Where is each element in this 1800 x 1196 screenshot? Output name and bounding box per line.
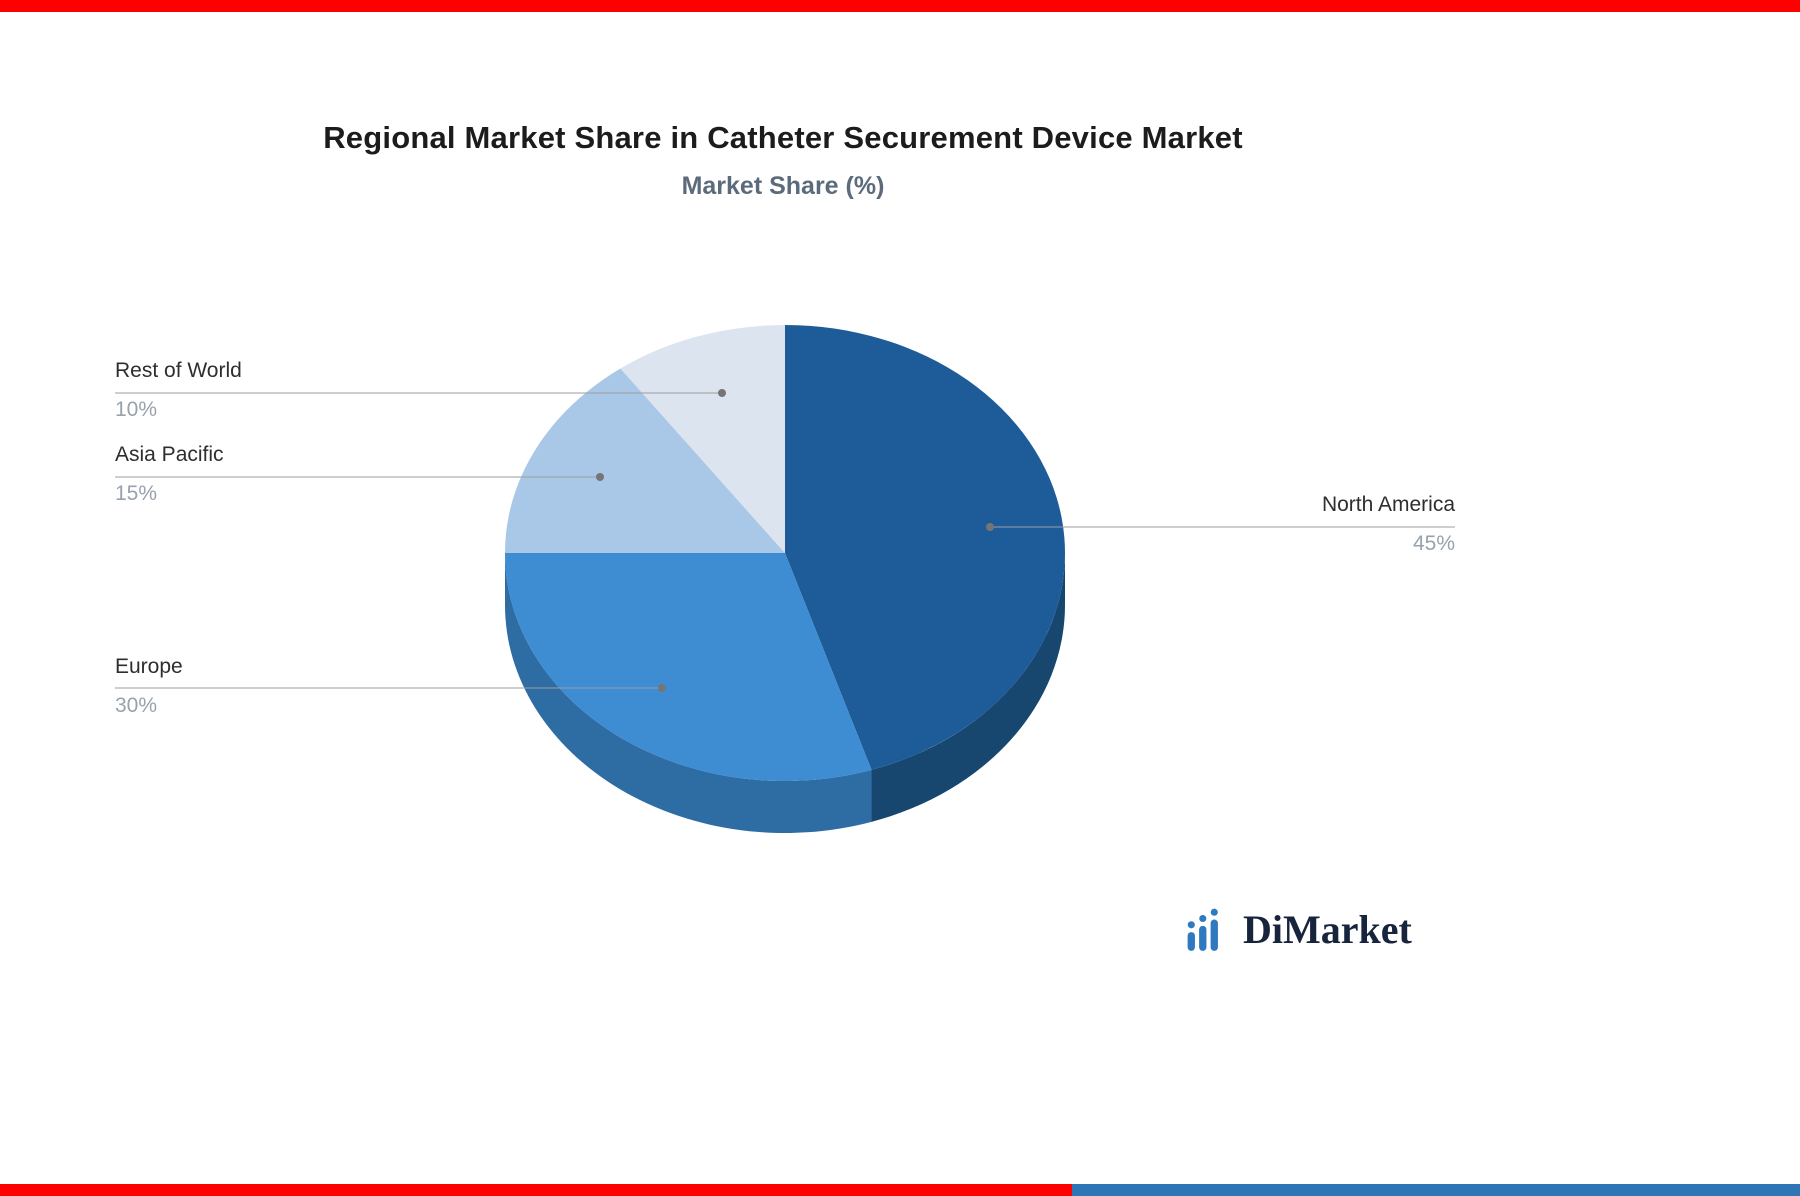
bar-chart-icon bbox=[1187, 908, 1218, 951]
slice-label-value: 30% bbox=[115, 694, 158, 717]
pie-slice-side-europe bbox=[504, 553, 872, 833]
pie-slice-rest-of-world[interactable] bbox=[620, 325, 785, 553]
slice-label-asia-pacific: Asia Pacific bbox=[115, 444, 224, 465]
slice-label-europe: Europe bbox=[115, 656, 183, 677]
chart-subtitle: Market Share (%) bbox=[681, 172, 885, 200]
bottom-accent-strip bbox=[0, 1184, 1800, 1196]
slice-label-value: 15% bbox=[115, 482, 158, 505]
slice-value-europe: 30% bbox=[115, 695, 157, 716]
leader-rest-of-world bbox=[115, 389, 726, 397]
pie-slice-asia-pacific[interactable] bbox=[505, 368, 785, 553]
slice-label-name: Europe bbox=[115, 655, 183, 678]
leader-europe bbox=[115, 684, 666, 692]
chart-header: Regional Market Share in Catheter Secure… bbox=[0, 120, 1566, 201]
slice-value-rest-of-world: 10% bbox=[115, 399, 157, 420]
top-accent-strip bbox=[0, 0, 1800, 12]
slice-label-name: Asia Pacific bbox=[115, 443, 224, 466]
slice-label-name: Rest of World bbox=[115, 359, 242, 382]
pie-slice-europe[interactable] bbox=[504, 553, 872, 781]
pie-slice-north-america[interactable] bbox=[785, 325, 1065, 770]
brand-name: DiMarket bbox=[1243, 907, 1412, 952]
slice-label-name: North America bbox=[1321, 493, 1455, 516]
slice-value-north-america: 45% bbox=[1413, 533, 1455, 554]
bottom-strip-blue-segment bbox=[1072, 1184, 1800, 1196]
slice-label-value: 45% bbox=[1412, 532, 1455, 555]
pie-slice-side-north-america bbox=[871, 553, 1065, 822]
slice-label-north-america: North America bbox=[1322, 494, 1455, 515]
slice-label-value: 10% bbox=[115, 398, 158, 421]
slice-value-asia-pacific: 15% bbox=[115, 483, 157, 504]
chart-title: Regional Market Share in Catheter Secure… bbox=[323, 120, 1243, 155]
slice-label-rest-of-world: Rest of World bbox=[115, 360, 242, 381]
leader-north-america bbox=[986, 523, 1455, 531]
bottom-strip-red-segment bbox=[0, 1184, 1072, 1196]
leader-asia-pacific bbox=[115, 473, 604, 481]
brand-logo: DiMarket bbox=[1185, 906, 1412, 953]
